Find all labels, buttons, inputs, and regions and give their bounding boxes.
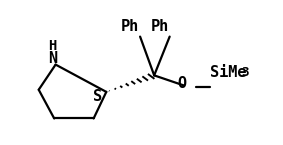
Text: SiMe: SiMe (211, 65, 247, 80)
Text: O: O (178, 77, 187, 91)
Text: S: S (93, 89, 102, 104)
Text: N: N (48, 51, 57, 66)
Text: Ph: Ph (151, 19, 169, 34)
Text: H: H (49, 39, 57, 53)
Text: 3: 3 (241, 66, 249, 79)
Text: Ph: Ph (121, 19, 139, 34)
